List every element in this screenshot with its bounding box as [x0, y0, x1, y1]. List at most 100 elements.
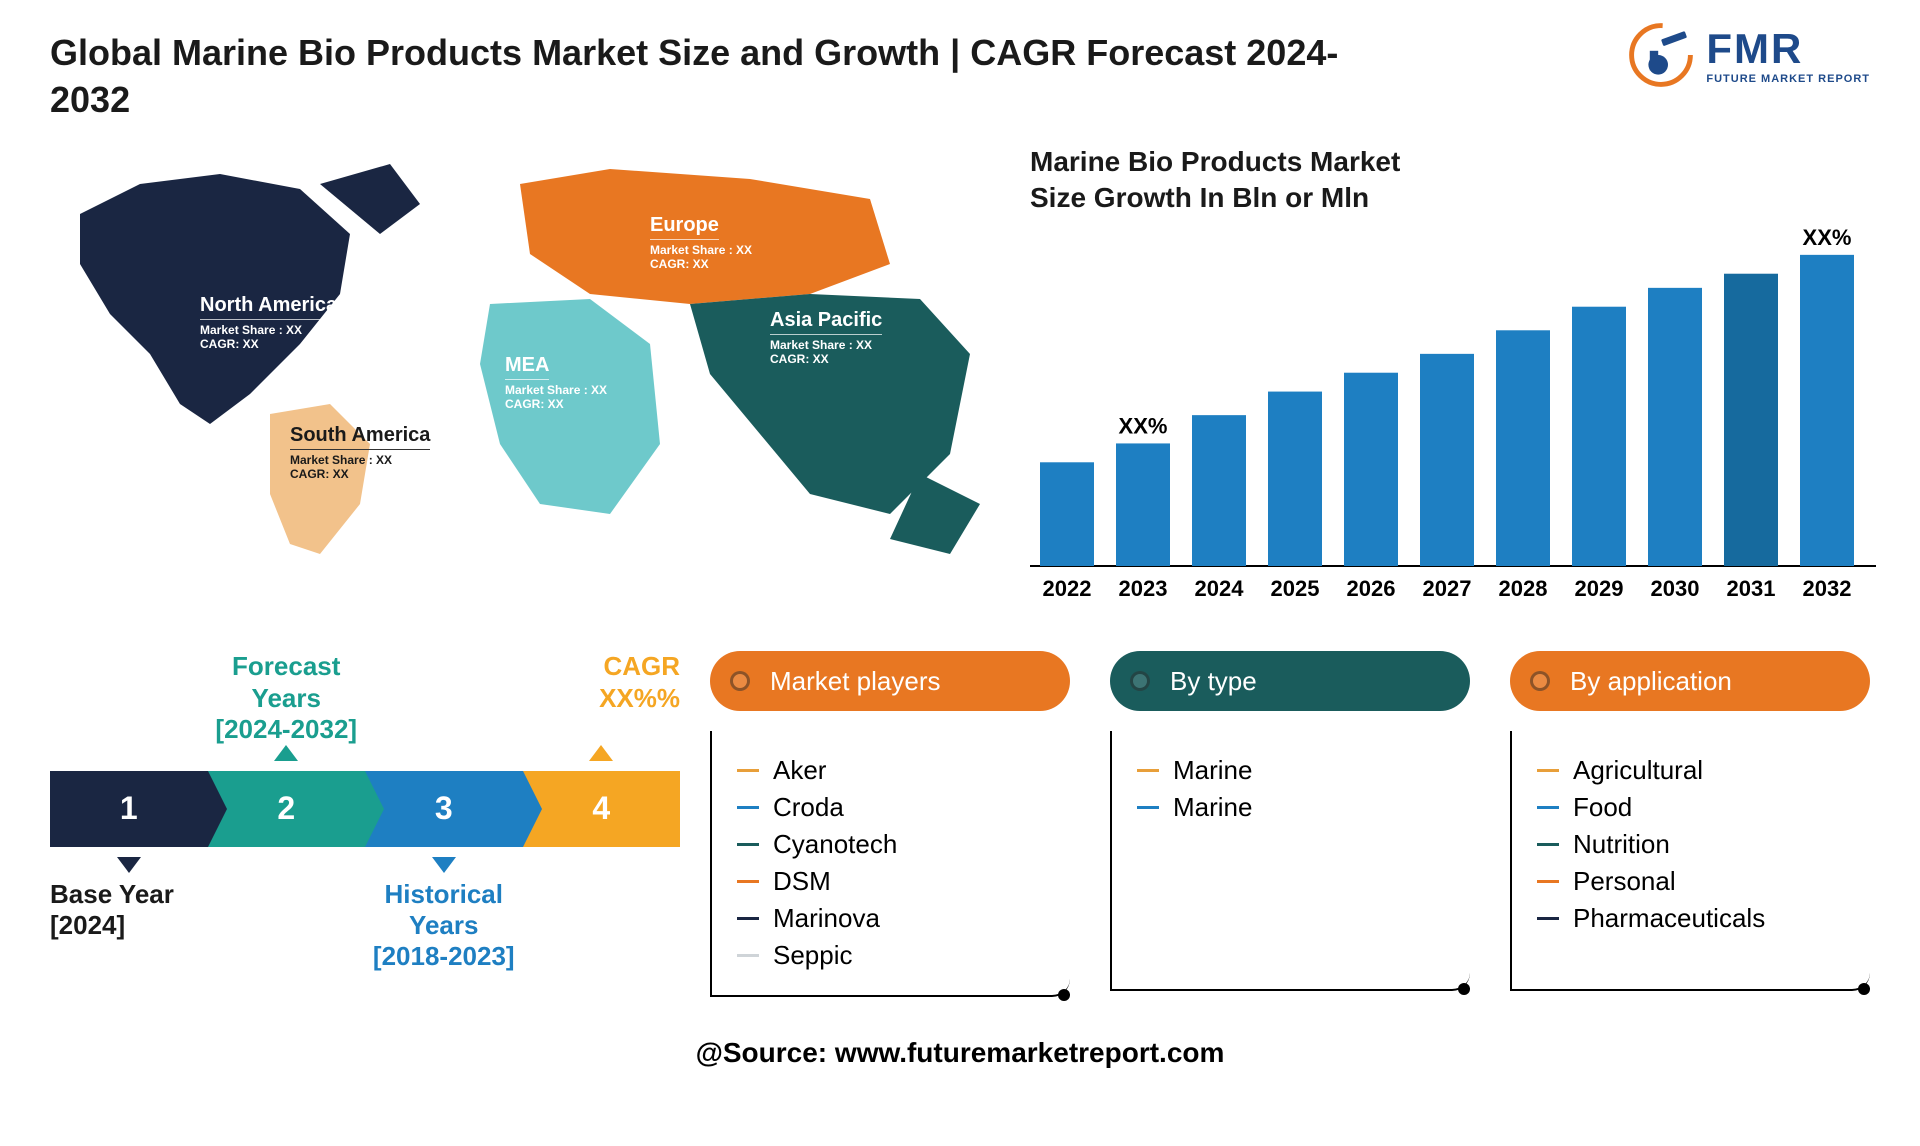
- list-item-label: Croda: [773, 792, 844, 823]
- list-item: Cyanotech: [737, 829, 1060, 860]
- chart-x-label: 2030: [1651, 576, 1700, 601]
- growth-bar-chart: Marine Bio Products Market Size Growth I…: [1030, 144, 1880, 612]
- list-item: Pharmaceuticals: [1537, 903, 1860, 934]
- bullet-tick-icon: [1537, 769, 1559, 772]
- chart-x-label: 2032: [1803, 576, 1852, 601]
- list-item: Marine: [1137, 755, 1460, 786]
- bullet-tick-icon: [737, 917, 759, 920]
- timeline-seg-1: 1: [50, 771, 208, 847]
- hist-range: [2018-2023]: [373, 941, 515, 971]
- list-item-label: Marine: [1173, 792, 1252, 823]
- chart-bar: [1420, 354, 1474, 566]
- cagr-value: XX%%: [599, 683, 680, 713]
- bullet-tick-icon: [737, 954, 759, 957]
- bullet-tick-icon: [1537, 917, 1559, 920]
- list-item-label: Personal: [1573, 866, 1676, 897]
- chart-x-label: 2025: [1271, 576, 1320, 601]
- list-item-label: Cyanotech: [773, 829, 897, 860]
- cagr-label: CAGR: [603, 651, 680, 681]
- chart-bar: [1724, 274, 1778, 566]
- chart-x-label: 2031: [1727, 576, 1776, 601]
- logo-main-text: FMR: [1706, 25, 1870, 73]
- list-item: Marinova: [737, 903, 1060, 934]
- bullet-tick-icon: [1537, 880, 1559, 883]
- forecast-label: Forecast Years: [232, 651, 340, 712]
- timeline-seg-3: 3: [365, 771, 523, 847]
- source-attribution: @Source: www.futuremarketreport.com: [50, 1037, 1870, 1069]
- triangle-up-icon: [589, 745, 613, 761]
- list-item: Personal: [1537, 866, 1860, 897]
- triangle-down-icon: [432, 857, 456, 873]
- region-ap-cagr: CAGR: XX: [770, 352, 882, 366]
- logo-icon: [1626, 20, 1696, 90]
- timeline-legend: Forecast Years [2024-2032] CAGR XX%% 1 2…: [50, 651, 680, 997]
- chart-x-label: 2027: [1423, 576, 1472, 601]
- list-item-label: Pharmaceuticals: [1573, 903, 1765, 934]
- region-sa-share: Market Share : XX: [290, 453, 430, 467]
- region-eu-name: Europe: [650, 214, 719, 240]
- bullet-tick-icon: [737, 769, 759, 772]
- list-item-label: Aker: [773, 755, 826, 786]
- bullet-tick-icon: [1137, 806, 1159, 809]
- by-application-group: By application Agricultural Food Nutrition…: [1510, 651, 1870, 997]
- base-label: Base Year: [50, 879, 174, 909]
- list-item-label: Seppic: [773, 940, 853, 971]
- pill-by-type: By type: [1110, 651, 1470, 711]
- region-eu-cagr: CAGR: XX: [650, 257, 752, 271]
- base-range: [2024]: [50, 910, 125, 940]
- triangle-up-icon: [274, 745, 298, 761]
- chart-bar: [1572, 307, 1626, 566]
- list-item-label: Nutrition: [1573, 829, 1670, 860]
- chart-x-label: 2023: [1119, 576, 1168, 601]
- list-item-label: Agricultural: [1573, 755, 1703, 786]
- timeline-seg-2: 2: [208, 771, 366, 847]
- chart-bar: [1344, 373, 1398, 566]
- region-mea-cagr: CAGR: XX: [505, 397, 607, 411]
- chart-bar: [1192, 416, 1246, 567]
- region-na-share: Market Share : XX: [200, 323, 337, 337]
- region-mea-name: MEA: [505, 354, 549, 380]
- list-item: Food: [1537, 792, 1860, 823]
- pill-market-players: Market players: [710, 651, 1070, 711]
- chart-x-label: 2022: [1043, 576, 1092, 601]
- list-item: DSM: [737, 866, 1060, 897]
- region-ap-share: Market Share : XX: [770, 338, 882, 352]
- list-item: Seppic: [737, 940, 1060, 971]
- chart-bar-label: XX%: [1119, 414, 1168, 439]
- brand-logo: FMR FUTURE MARKET REPORT: [1626, 20, 1870, 90]
- chart-x-label: 2024: [1195, 576, 1245, 601]
- chart-x-label: 2029: [1575, 576, 1624, 601]
- by-type-group: By type Marine Marine: [1110, 651, 1470, 997]
- list-item: Marine: [1137, 792, 1460, 823]
- bullet-tick-icon: [1537, 843, 1559, 846]
- list-item: Agricultural: [1537, 755, 1860, 786]
- region-eu-share: Market Share : XX: [650, 243, 752, 257]
- bullet-tick-icon: [737, 806, 759, 809]
- pill-by-application: By application: [1510, 651, 1870, 711]
- bullet-tick-icon: [737, 843, 759, 846]
- forecast-range: [2024-2032]: [215, 714, 357, 744]
- chart-title: Marine Bio Products Market Size Growth I…: [1030, 144, 1430, 217]
- chart-bar: [1496, 331, 1550, 567]
- region-na-name: North America: [200, 294, 337, 320]
- bullet-tick-icon: [737, 880, 759, 883]
- list-item-label: Marine: [1173, 755, 1252, 786]
- region-sa-name: South America: [290, 424, 430, 450]
- triangle-down-icon: [117, 857, 141, 873]
- logo-sub-text: FUTURE MARKET REPORT: [1706, 73, 1870, 85]
- chart-x-label: 2026: [1347, 576, 1396, 601]
- list-item: Croda: [737, 792, 1060, 823]
- list-item-label: Marinova: [773, 903, 880, 934]
- hist-label: Historical Years: [385, 879, 504, 940]
- page-title: Global Marine Bio Products Market Size a…: [50, 30, 1350, 124]
- timeline-seg-4: 4: [523, 771, 681, 847]
- list-item: Aker: [737, 755, 1060, 786]
- market-players-group: Market players Aker Croda Cyanotech DSM Mari…: [710, 651, 1070, 997]
- chart-bar: [1040, 463, 1094, 567]
- list-item-label: Food: [1573, 792, 1632, 823]
- chart-bar: [1800, 255, 1854, 566]
- world-map: North America Market Share : XX CAGR: XX…: [50, 144, 1000, 564]
- region-na-cagr: CAGR: XX: [200, 337, 337, 351]
- chart-bar-label: XX%: [1803, 226, 1852, 250]
- chart-bar: [1648, 288, 1702, 566]
